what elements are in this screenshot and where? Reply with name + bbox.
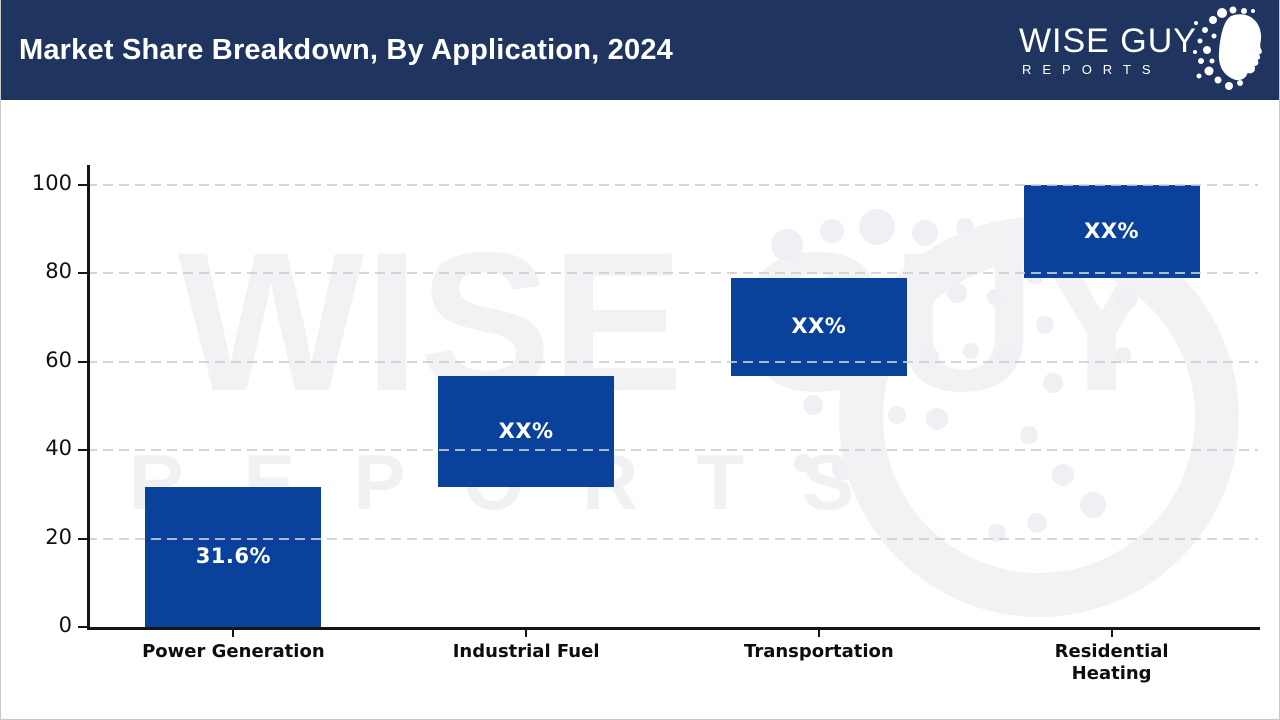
bar (438, 375, 615, 488)
logo-text: WISE GUY REPORTS (1019, 24, 1197, 77)
gridline (87, 449, 1258, 452)
y-tick-label: 80 (45, 259, 72, 284)
logo-subtext: REPORTS (1021, 61, 1162, 77)
bar-value-label: 31.6% (195, 544, 272, 569)
bar-value-label: XX% (1084, 218, 1140, 243)
y-tick-label: 0 (58, 613, 72, 637)
x-category-label: Power Generation (142, 641, 325, 662)
wise-guy-logo: WISE GUY REPORTS (1019, 6, 1265, 94)
gridline (87, 360, 1258, 363)
gridline (87, 272, 1258, 275)
x-category-label: Residential Heating (1054, 641, 1169, 684)
bar (145, 487, 322, 627)
y-tick-label: 20 (45, 524, 72, 549)
y-tick-mark (78, 537, 87, 540)
y-tick-mark (78, 272, 87, 275)
logo-head-icon (1193, 6, 1262, 90)
chart-title: Market Share Breakdown, By Application, … (19, 33, 673, 66)
y-tick-label: 100 (31, 170, 72, 195)
x-tick-mark (817, 629, 820, 637)
header: Market Share Breakdown, By Application, … (1, 0, 1279, 100)
y-tick-mark (78, 449, 87, 452)
x-tick-mark (525, 629, 528, 637)
x-tick-mark (1110, 629, 1113, 637)
gridline (87, 183, 1258, 186)
gridline (87, 537, 1258, 540)
x-category-label: Industrial Fuel (452, 641, 600, 662)
logo-wordmark: WISE GUY (1018, 21, 1197, 60)
y-tick-mark (78, 183, 87, 186)
y-tick-label: 40 (45, 436, 72, 461)
x-category-label: Transportation (744, 641, 894, 662)
y-tick-mark (78, 360, 87, 363)
bar-value-label: XX% (791, 314, 847, 339)
bar-value-label: XX% (498, 418, 554, 443)
y-tick-label: 60 (45, 347, 72, 372)
y-axis-line (87, 165, 90, 629)
x-tick-mark (232, 629, 235, 637)
x-axis-line (87, 627, 1260, 630)
y-tick-mark (78, 626, 87, 628)
